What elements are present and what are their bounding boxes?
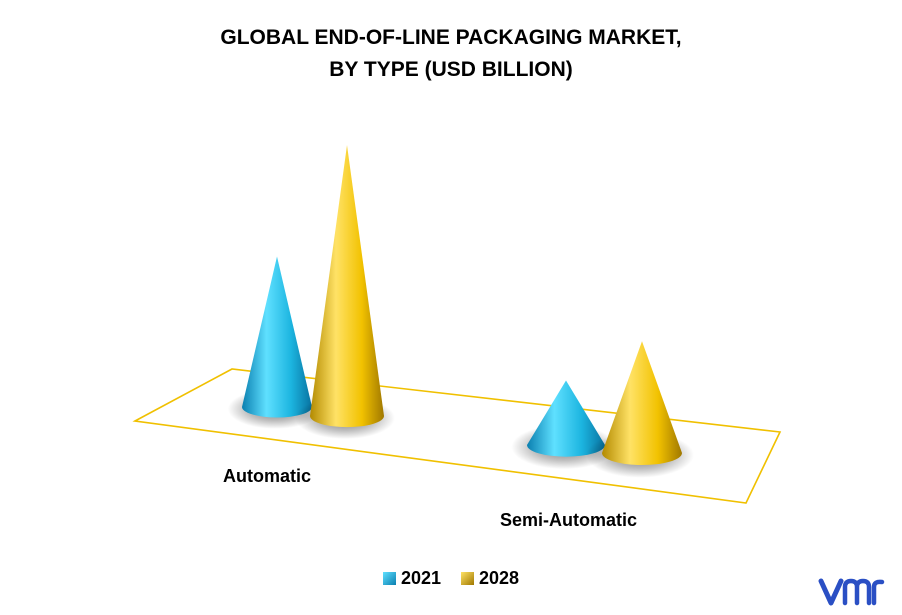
chart-title-line-1: GLOBAL END-OF-LINE PACKAGING MARKET, [220,26,682,49]
chart-marks [227,145,694,478]
cone-body-automatic-2021 [242,256,312,418]
cone-body-semi-automatic-2021 [527,380,605,457]
cone-automatic-2028 [310,145,385,428]
cone-semi-automatic-2021 [527,380,605,457]
legend-swatch-2021 [382,572,396,585]
legend-swatch-2028 [461,572,474,585]
legend: 2021 2028 [0,568,902,589]
chart-floor [132,368,782,504]
chart-title-line-2: BY TYPE (USD BILLION) [329,58,573,81]
cone-automatic-2021 [242,256,312,418]
category-label-automatic: Automatic [223,466,312,486]
cone-body-semi-automatic-2028 [602,341,682,465]
chart-title: GLOBAL END-OF-LINE PACKAGING MARKET, BY … [0,22,902,86]
category-label-semi-automatic: Semi-Automatic [500,510,638,530]
cone-semi-automatic-2028 [602,341,682,465]
vmr-logo-icon [818,578,885,606]
legend-item-2028: 2028 [461,568,519,589]
legend-label-2028: 2028 [479,568,520,588]
legend-label-2021: 2021 [400,568,441,588]
cone-body-automatic-2028 [310,145,385,428]
legend-item-2021: 2021 [382,568,441,589]
